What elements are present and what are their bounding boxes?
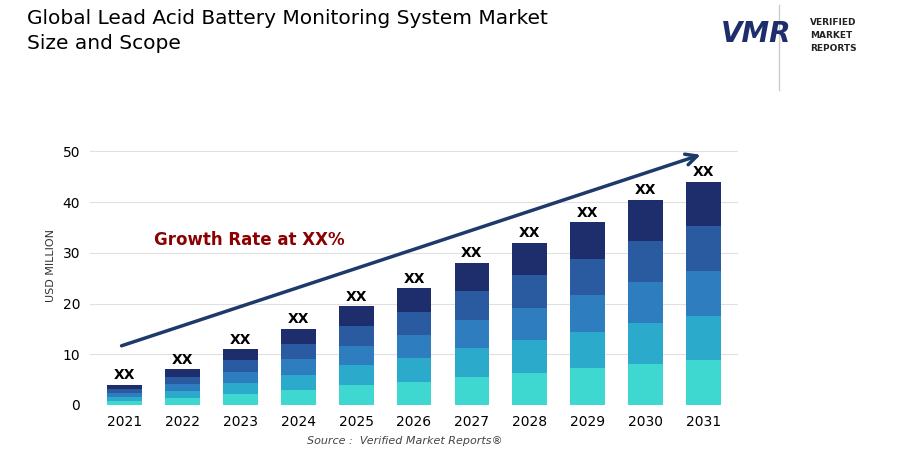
Bar xyxy=(223,360,257,372)
Text: XX: XX xyxy=(577,206,598,220)
Text: Growth Rate at XX%: Growth Rate at XX% xyxy=(154,231,345,249)
Bar xyxy=(107,401,142,405)
Bar xyxy=(454,348,490,377)
Bar xyxy=(628,364,662,405)
Bar xyxy=(166,398,200,405)
Bar xyxy=(454,320,490,348)
Text: XX: XX xyxy=(461,247,482,261)
Y-axis label: USD MILLION: USD MILLION xyxy=(46,229,56,302)
Text: Global Lead Acid Battery Monitoring System Market
Size and Scope: Global Lead Acid Battery Monitoring Syst… xyxy=(27,9,548,53)
Bar xyxy=(628,282,662,323)
Bar xyxy=(223,372,257,382)
Bar xyxy=(107,393,142,397)
Bar xyxy=(454,263,490,291)
Bar xyxy=(397,288,431,312)
Bar xyxy=(397,312,431,335)
Bar xyxy=(571,369,605,405)
Bar xyxy=(628,323,662,364)
Bar xyxy=(166,369,200,377)
Text: VERIFIED
MARKET
REPORTS: VERIFIED MARKET REPORTS xyxy=(810,18,857,54)
Bar xyxy=(686,316,721,360)
Bar xyxy=(512,308,547,340)
Bar xyxy=(281,344,316,360)
Text: XX: XX xyxy=(114,368,136,382)
Text: XX: XX xyxy=(519,226,541,240)
Bar xyxy=(686,271,721,316)
Text: XX: XX xyxy=(230,333,251,346)
Bar xyxy=(107,397,142,401)
Bar xyxy=(686,182,721,226)
Text: Source :  Verified Market Reports®: Source : Verified Market Reports® xyxy=(307,436,503,446)
Bar xyxy=(281,360,316,374)
Bar xyxy=(512,243,547,275)
Bar xyxy=(512,373,547,405)
Bar xyxy=(338,346,373,365)
Bar xyxy=(571,222,605,259)
Bar xyxy=(281,374,316,390)
Bar xyxy=(397,382,431,405)
Text: XX: XX xyxy=(287,312,309,326)
Bar xyxy=(223,349,257,360)
Bar xyxy=(166,391,200,398)
Text: XX: XX xyxy=(346,289,367,304)
Bar xyxy=(628,241,662,282)
Bar xyxy=(628,199,662,241)
Bar xyxy=(107,385,142,389)
Text: XX: XX xyxy=(172,353,194,367)
Bar xyxy=(397,335,431,358)
Bar xyxy=(571,332,605,369)
Bar xyxy=(281,329,316,344)
Text: XX: XX xyxy=(692,165,714,179)
Bar xyxy=(223,394,257,405)
Bar xyxy=(512,275,547,308)
Text: XX: XX xyxy=(634,183,656,197)
Bar xyxy=(686,360,721,405)
Text: XX: XX xyxy=(403,272,425,286)
Bar xyxy=(338,306,373,326)
Bar xyxy=(338,365,373,385)
Bar xyxy=(571,296,605,332)
Bar xyxy=(686,226,721,271)
Bar xyxy=(571,259,605,296)
Bar xyxy=(397,358,431,382)
Bar xyxy=(166,384,200,391)
Bar xyxy=(454,291,490,320)
Bar xyxy=(338,385,373,405)
Bar xyxy=(338,326,373,346)
Bar xyxy=(281,390,316,405)
Bar xyxy=(107,389,142,393)
Bar xyxy=(454,377,490,405)
Bar xyxy=(512,340,547,373)
Text: VMR: VMR xyxy=(721,20,791,48)
Bar xyxy=(223,382,257,394)
Bar xyxy=(166,377,200,384)
